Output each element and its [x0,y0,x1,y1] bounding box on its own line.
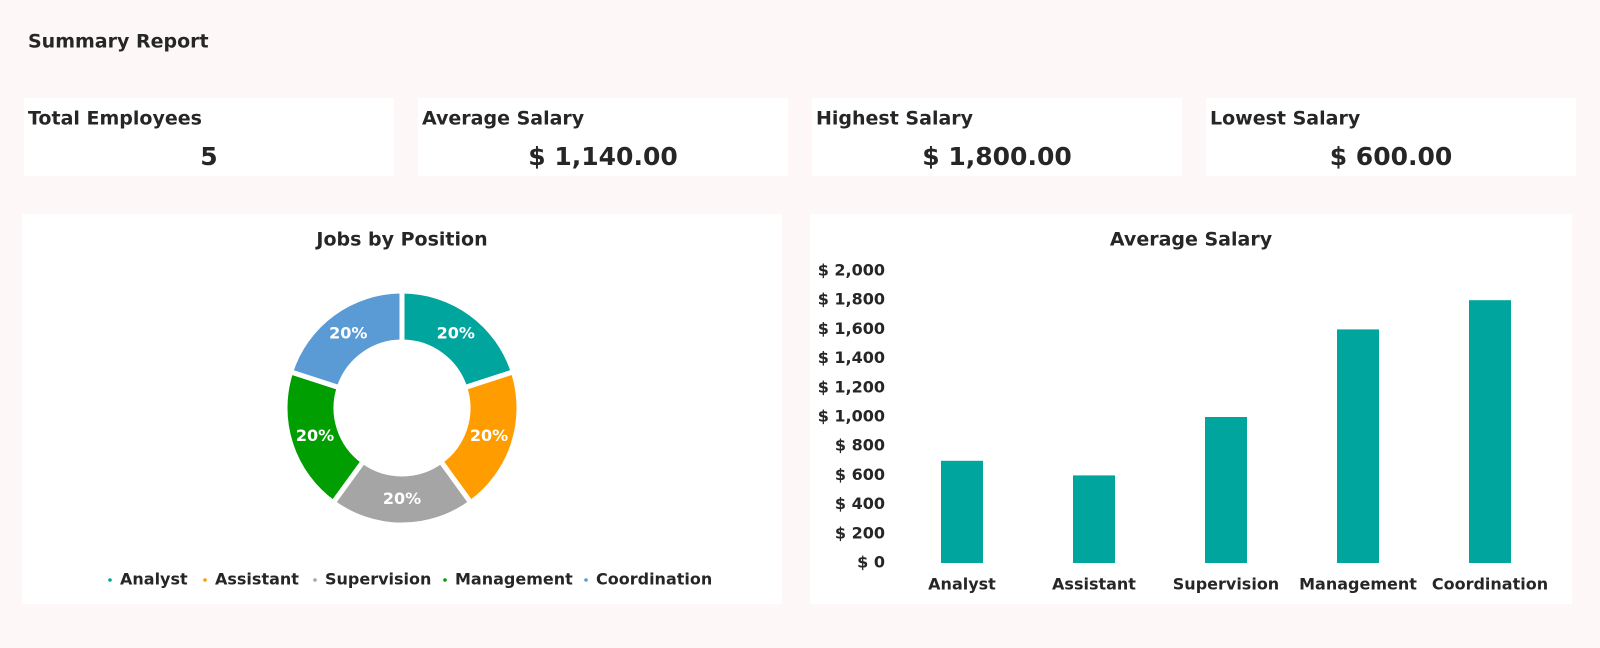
x-tick-label: Assistant [1052,575,1136,594]
kpi-value: $ 1,800.00 [922,142,1071,171]
donut-slice [287,288,405,391]
bar [1073,475,1115,563]
kpi-label: Average Salary [422,108,585,130]
kpi-card [418,98,788,176]
y-tick-label: $ 1,000 [818,407,885,426]
y-tick-label: $ 0 [857,553,885,572]
y-tick-label: $ 800 [835,436,885,455]
legend-marker [108,578,112,582]
legend-label: Assistant [215,570,299,589]
legend-label: Management [455,570,573,589]
y-tick-label: $ 600 [835,465,885,484]
y-tick-label: $ 1,600 [818,319,885,338]
chart-title: Jobs by Position [314,229,487,251]
chart-title: Average Salary [1110,229,1273,251]
x-tick-label: Management [1299,575,1417,594]
kpi-label: Highest Salary [816,108,974,130]
page-title: Summary Report [28,31,209,53]
legend-marker [584,578,588,582]
y-tick-label: $ 1,200 [818,377,885,396]
bar [941,460,983,563]
panel [810,214,1572,604]
panel [22,214,782,604]
data-label: 20% [329,323,367,342]
legend-marker [443,578,447,582]
legend-marker [203,578,207,582]
y-tick-label: $ 200 [835,523,885,542]
data-label: 20% [470,426,508,445]
y-tick-label: $ 1,400 [818,348,885,367]
kpi-value: $ 600.00 [1330,142,1453,171]
kpi-value: 5 [200,142,217,171]
x-tick-label: Coordination [1432,575,1548,594]
x-tick-label: Supervision [1173,575,1279,594]
kpi-card [24,98,394,176]
bar [1337,329,1379,563]
legend-marker [313,578,317,582]
legend-label: Analyst [120,570,188,589]
kpi-card [812,98,1182,176]
kpi-label: Total Employees [28,108,202,130]
y-tick-label: $ 2,000 [818,261,885,280]
data-label: 20% [296,426,334,445]
data-label: 20% [437,323,475,342]
legend-label: Coordination [596,570,712,589]
kpi-label: Lowest Salary [1210,108,1361,130]
bar [1469,300,1511,563]
kpi-value: $ 1,140.00 [528,142,677,171]
data-label: 20% [383,489,421,508]
x-tick-label: Analyst [928,575,996,594]
y-tick-label: $ 400 [835,494,885,513]
kpi-card [1206,98,1576,176]
y-tick-label: $ 1,800 [818,290,885,309]
legend-label: Supervision [325,570,431,589]
bar [1205,417,1247,563]
